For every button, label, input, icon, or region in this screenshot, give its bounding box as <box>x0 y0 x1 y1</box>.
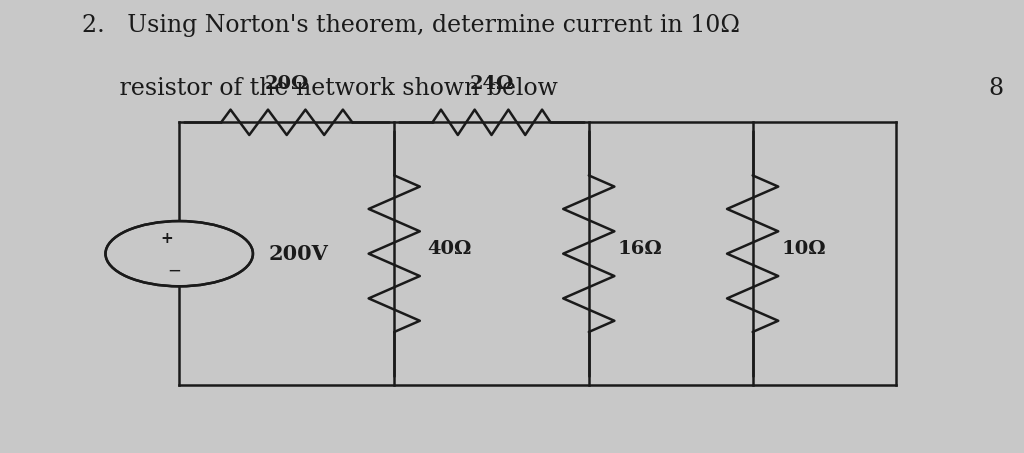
Text: 16Ω: 16Ω <box>617 240 663 258</box>
Text: 8: 8 <box>988 77 1004 100</box>
Text: 2.   Using Norton's theorem, determine current in 10Ω: 2. Using Norton's theorem, determine cur… <box>82 14 740 37</box>
Text: 10Ω: 10Ω <box>781 240 826 258</box>
Circle shape <box>105 221 253 286</box>
Text: +: + <box>161 231 173 246</box>
Text: 40Ω: 40Ω <box>427 240 471 258</box>
Text: 20Ω: 20Ω <box>264 75 309 93</box>
Text: resistor of the network shown below: resistor of the network shown below <box>82 77 558 100</box>
Text: 24Ω: 24Ω <box>469 75 514 93</box>
Text: −: − <box>167 262 181 280</box>
Text: 200V: 200V <box>268 244 328 264</box>
